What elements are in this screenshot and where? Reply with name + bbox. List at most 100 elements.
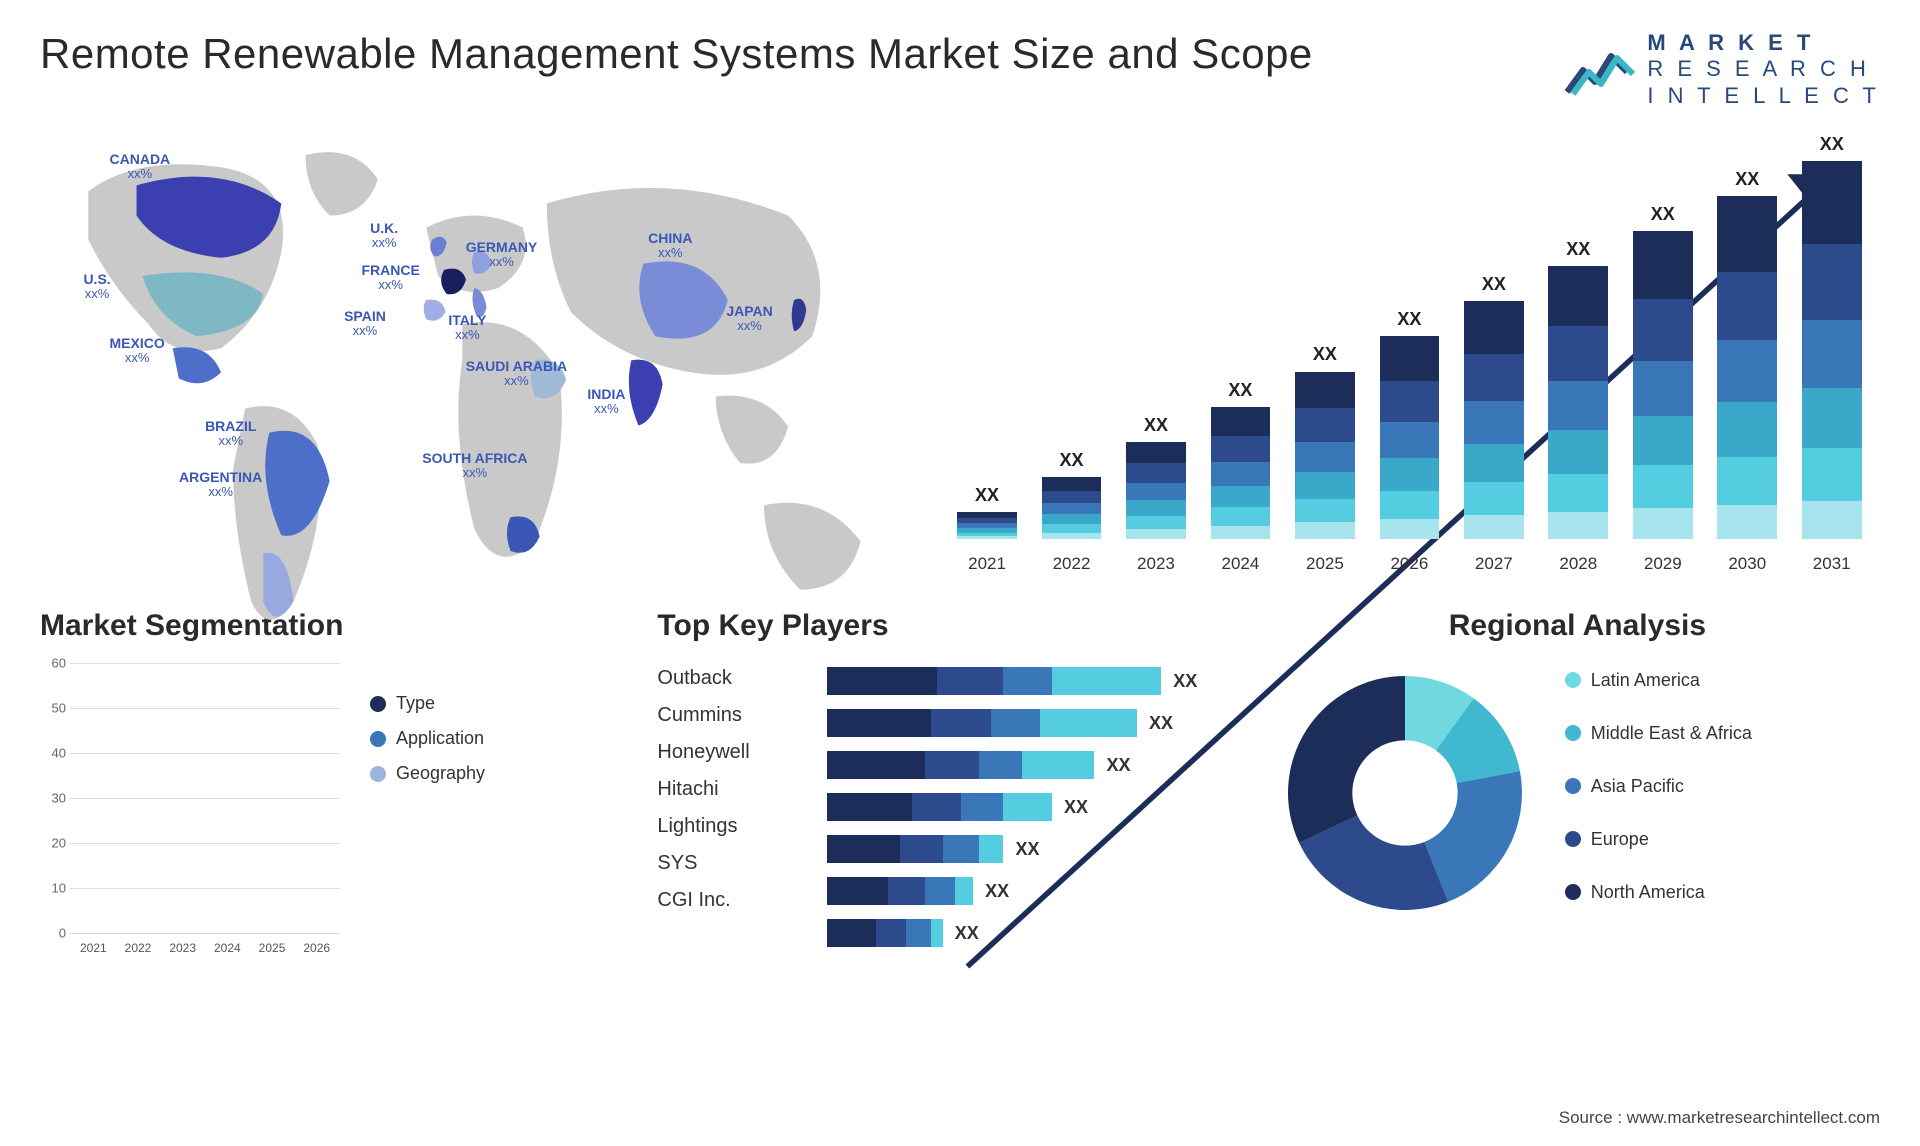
- player-row: XX: [827, 877, 1244, 905]
- bigbar-seg: [1126, 483, 1186, 501]
- bigbar-seg: [1295, 442, 1355, 472]
- donut-legend-item: North America: [1565, 882, 1880, 903]
- bigbar-seg: [1380, 422, 1440, 459]
- player-seg: [827, 877, 888, 905]
- player-seg: [931, 919, 943, 947]
- bigbar-seg: [1717, 340, 1777, 402]
- bigbar-seg: [1042, 514, 1102, 524]
- bigbar-seg: [1464, 515, 1524, 539]
- player-seg: [1003, 667, 1052, 695]
- player-seg: [955, 877, 973, 905]
- donut-chart: [1275, 663, 1535, 923]
- bigbar-seg: [1464, 401, 1524, 444]
- player-name: SYS: [657, 852, 807, 875]
- player-name: CGI Inc.: [657, 889, 807, 912]
- bigbar-x-label: 2021: [949, 554, 1025, 574]
- map-label-italy: ITALYxx%: [448, 312, 486, 343]
- legend-label: Application: [396, 728, 484, 749]
- bigbar-seg: [1126, 516, 1186, 530]
- bigbar-seg: [1717, 457, 1777, 505]
- player-row: XX: [827, 751, 1244, 779]
- bigbar-value-label: XX: [1397, 309, 1421, 330]
- player-seg: [1040, 709, 1137, 737]
- map-label-germany: GERMANYxx%: [466, 239, 538, 270]
- map-label-mexico: MEXICOxx%: [110, 335, 165, 366]
- bigbar-seg: [1548, 430, 1608, 474]
- player-seg: [991, 709, 1040, 737]
- donut-slice: [1288, 676, 1405, 843]
- legend-label: Asia Pacific: [1591, 776, 1684, 797]
- bigbar-seg: [1126, 442, 1186, 463]
- bigbar-seg: [1380, 519, 1440, 539]
- legend-label: Middle East & Africa: [1591, 723, 1752, 744]
- bigbar-seg: [1380, 381, 1440, 422]
- bigbar-seg: [1211, 526, 1271, 539]
- logo-icon: [1565, 42, 1635, 98]
- bigbar-2031: XX: [1793, 149, 1869, 539]
- legend-dot-icon: [1565, 778, 1581, 794]
- bigbar-value-label: XX: [975, 485, 999, 506]
- bigbar-seg: [1548, 381, 1608, 430]
- bigbar-2030: XX: [1709, 149, 1785, 539]
- bigbar-seg: [1633, 299, 1693, 361]
- bigbar-2021: XX: [949, 149, 1025, 539]
- map-label-india: INDIAxx%: [587, 386, 625, 417]
- bigbar-seg: [1802, 388, 1862, 449]
- page-title: Remote Renewable Management Systems Mark…: [40, 30, 1313, 78]
- bigbar-x-label: 2023: [1118, 554, 1194, 574]
- world-map: [40, 119, 909, 674]
- bigbar-x-label: 2028: [1540, 554, 1616, 574]
- bigbar-seg: [1548, 474, 1608, 512]
- bigbar-seg: [957, 536, 1017, 539]
- segmentation-chart: 0102030405060 202120222023202420252026: [40, 663, 340, 963]
- player-name: Lightings: [657, 815, 807, 838]
- bigbar-seg: [1717, 505, 1777, 539]
- bigbar-seg: [1802, 161, 1862, 244]
- bigbar-seg: [1633, 231, 1693, 299]
- player-value-label: XX: [1015, 839, 1039, 860]
- bigbar-2025: XX: [1287, 149, 1363, 539]
- bigbar-value-label: XX: [1228, 380, 1252, 401]
- bigbar-x-label: 2029: [1625, 554, 1701, 574]
- bigbar-seg: [1211, 486, 1271, 507]
- bigbar-2024: XX: [1202, 149, 1278, 539]
- players-name-list: OutbackCumminsHoneywellHitachiLightingsS…: [657, 663, 807, 947]
- bigbar-seg: [1717, 272, 1777, 341]
- legend-dot-icon: [1565, 884, 1581, 900]
- player-row: XX: [827, 919, 1244, 947]
- bigbar-value-label: XX: [1735, 169, 1759, 190]
- bigbar-seg: [1295, 408, 1355, 442]
- legend-label: Type: [396, 693, 435, 714]
- player-value-label: XX: [955, 923, 979, 944]
- seg-x-label: 2021: [74, 935, 113, 963]
- bigbar-seg: [1042, 477, 1102, 491]
- bigbar-seg: [1633, 416, 1693, 465]
- player-seg: [888, 877, 924, 905]
- bigbar-2026: XX: [1371, 149, 1447, 539]
- donut-legend-item: Europe: [1565, 829, 1880, 850]
- player-value-label: XX: [1107, 755, 1131, 776]
- donut-title: Regional Analysis: [1275, 609, 1880, 643]
- player-seg: [961, 793, 1003, 821]
- player-seg: [906, 919, 930, 947]
- bigbar-seg: [1211, 462, 1271, 486]
- player-value-label: XX: [1173, 671, 1197, 692]
- legend-label: Latin America: [1591, 670, 1700, 691]
- map-label-france: FRANCExx%: [361, 262, 419, 293]
- bigbar-seg: [1802, 320, 1862, 388]
- player-seg: [1022, 751, 1095, 779]
- player-seg: [876, 919, 906, 947]
- segmentation-legend: TypeApplicationGeography: [370, 663, 627, 963]
- seg-x-label: 2023: [163, 935, 202, 963]
- legend-dot-icon: [370, 766, 386, 782]
- bigbar-2022: XX: [1033, 149, 1109, 539]
- bigbar-x-label: 2026: [1371, 554, 1447, 574]
- map-label-saudi-arabia: SAUDI ARABIAxx%: [466, 358, 567, 389]
- player-seg: [827, 709, 930, 737]
- bigbar-value-label: XX: [1482, 274, 1506, 295]
- bigbar-seg: [1633, 465, 1693, 508]
- bigbar-seg: [1464, 444, 1524, 482]
- legend-dot-icon: [370, 731, 386, 747]
- legend-dot-icon: [370, 696, 386, 712]
- legend-dot-icon: [1565, 725, 1581, 741]
